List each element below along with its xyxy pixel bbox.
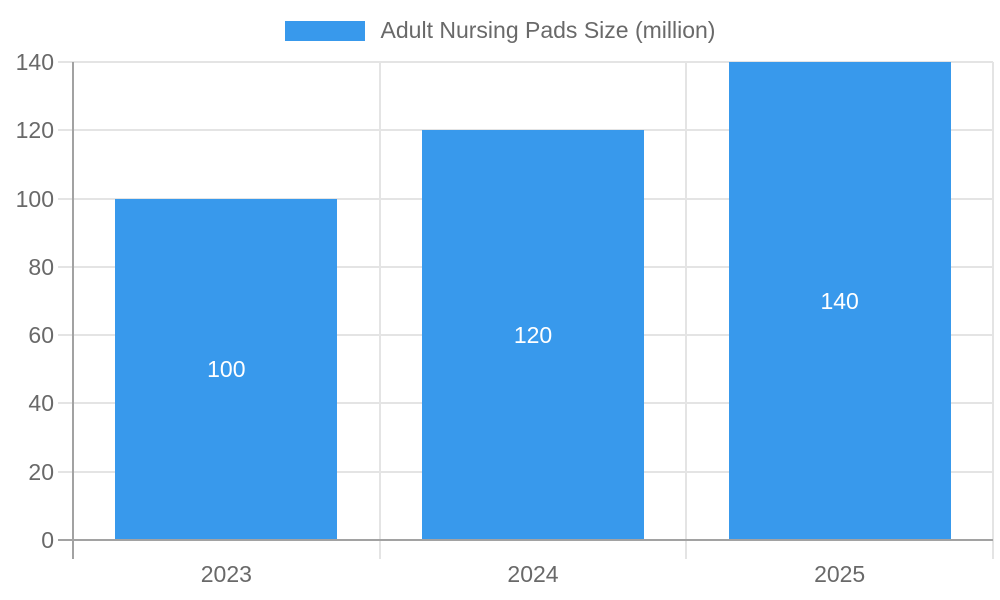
y-tick-label: 120 [15,117,54,144]
y-tick-label: 80 [28,253,54,280]
x-gridline [685,62,688,559]
y-tick-label: 0 [41,527,54,553]
legend[interactable]: Adult Nursing Pads Size (million) [0,17,1000,44]
y-tick-label: 140 [15,49,54,75]
x-gridline [992,62,994,559]
y-tick-label: 40 [28,390,54,417]
legend-label: Adult Nursing Pads Size (million) [380,17,716,43]
y-axis-line [72,62,74,559]
x-axis-baseline [58,539,993,541]
x-tick-label: 2023 [200,561,252,587]
y-tick-label: 20 [28,458,54,485]
y-tick-label: 100 [15,185,54,212]
bar-value-label: 100 [207,356,246,383]
y-gridline [58,61,993,63]
bar-value-label: 120 [513,322,553,349]
bar-2025[interactable] [728,62,951,540]
y-tick-label: 60 [28,322,54,349]
bar-2023[interactable] [115,198,338,540]
x-gridline [378,62,381,559]
legend-swatch [284,20,365,41]
x-tick-label: 2024 [507,561,559,587]
bar-value-label: 140 [820,288,859,314]
x-tick-label: 2025 [814,561,866,587]
bar-2024[interactable] [422,130,644,540]
